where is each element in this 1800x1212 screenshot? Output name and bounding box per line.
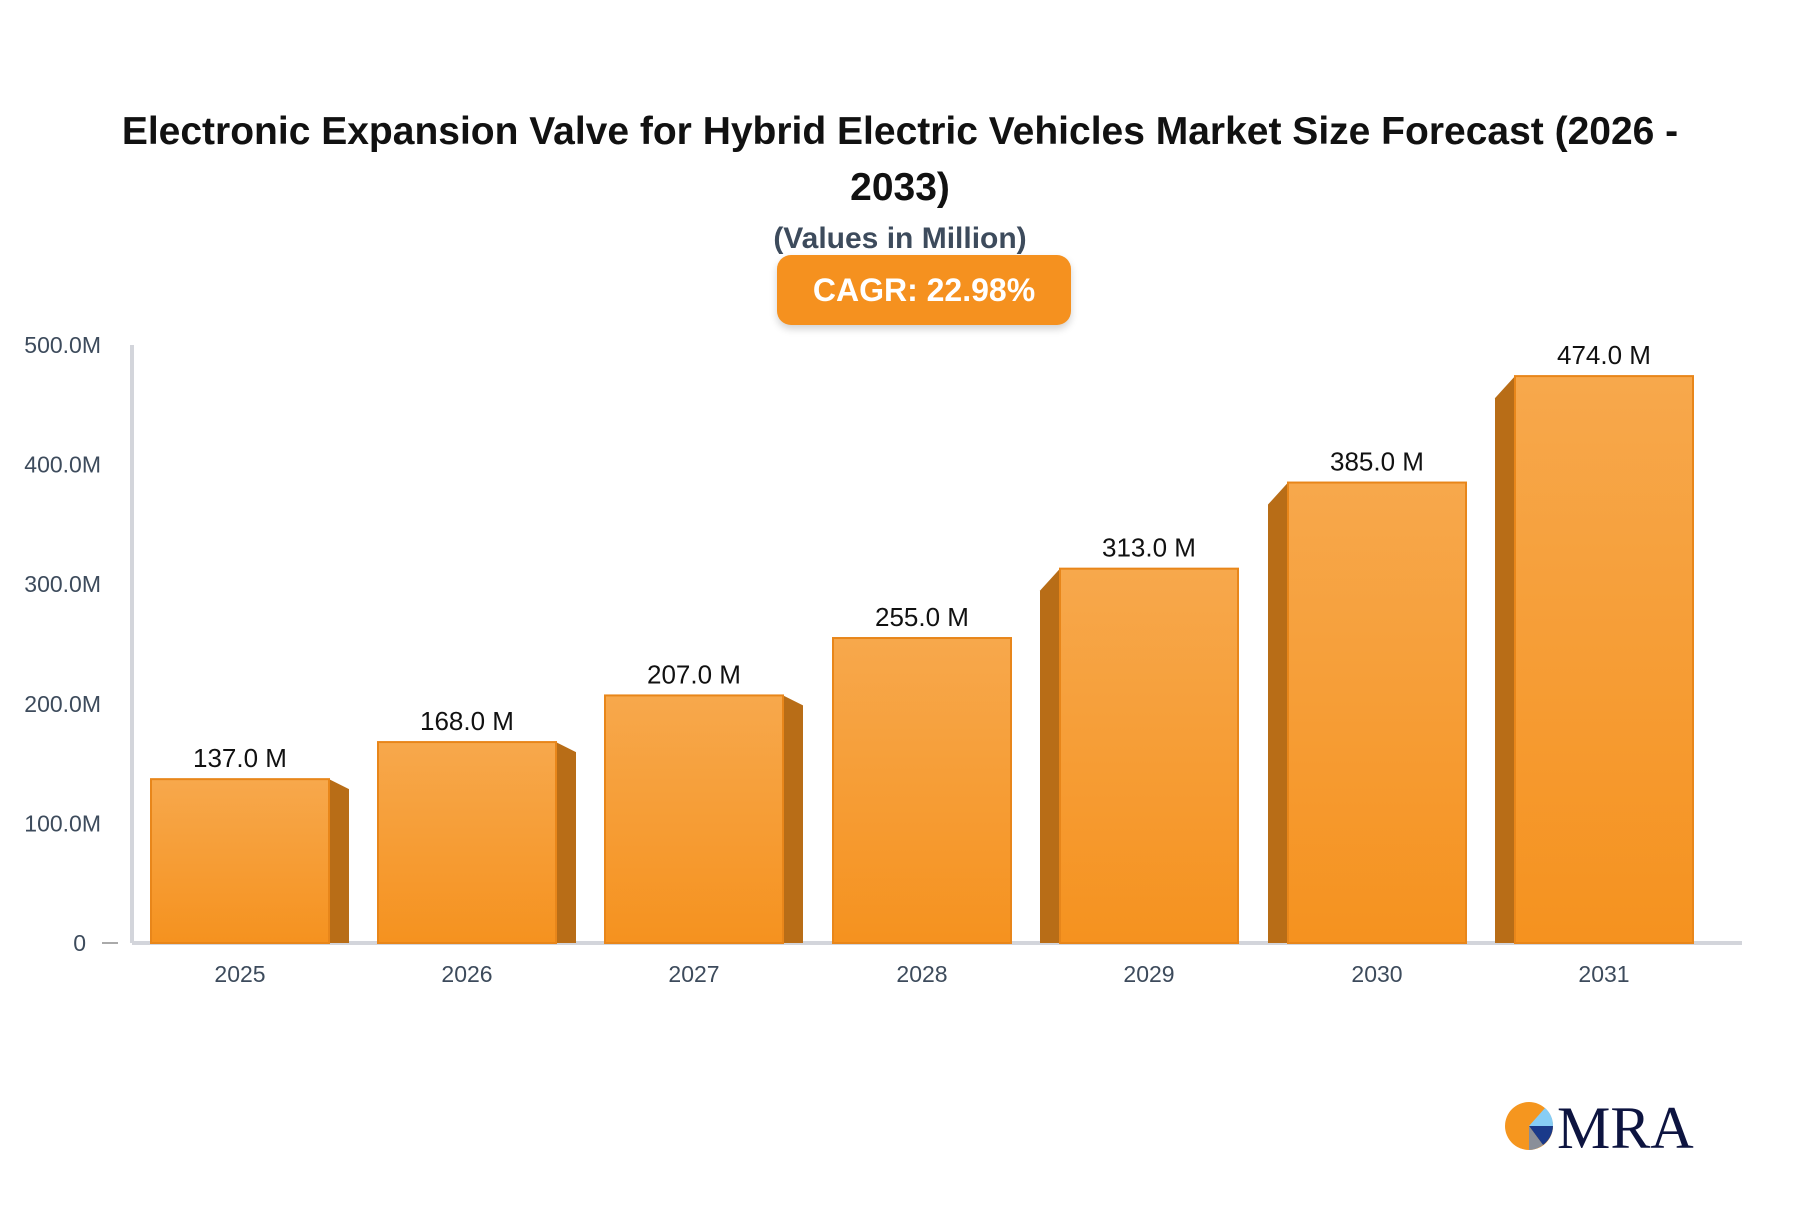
bar-2027 — [604, 694, 784, 944]
chart-title: Electronic Expansion Valve for Hybrid El… — [121, 110, 1679, 209]
data-label: 137.0 M — [193, 743, 287, 773]
cagr-badge: CAGR: 22.98% — [777, 255, 1071, 325]
svg-text:MRA: MRA — [1557, 1098, 1694, 1152]
data-label: 168.0 M — [420, 706, 514, 736]
bar-side — [1495, 376, 1515, 943]
bar-2028 — [832, 637, 1012, 945]
data-label: 313.0 M — [1102, 533, 1196, 563]
y-tick-label: 400.0M — [24, 452, 101, 478]
x-tick-label: 2031 — [1578, 961, 1629, 987]
bar-2030 — [1287, 481, 1467, 944]
x-tick-label: 2027 — [668, 961, 719, 987]
data-label: 207.0 M — [647, 659, 741, 689]
y-tick-label: 100.0M — [24, 810, 101, 836]
bar-side — [329, 779, 349, 943]
bar-2031 — [1514, 375, 1694, 944]
bar-2029 — [1059, 567, 1239, 944]
x-tick-label: 2025 — [214, 961, 265, 987]
bar-2025 — [150, 778, 330, 945]
y-tick-label: 200.0M — [24, 691, 101, 717]
y-tick-label: 500.0M — [24, 332, 101, 358]
x-tick-label: 2029 — [1123, 961, 1174, 987]
data-label: 474.0 M — [1557, 340, 1651, 370]
bar-side — [1268, 482, 1288, 943]
bar-side — [556, 742, 576, 943]
bar-side — [783, 695, 803, 943]
bar-side — [1040, 568, 1060, 943]
y-tick-label: 0 — [73, 930, 86, 956]
mra-logo: MRA — [1505, 1098, 1694, 1152]
x-tick-label: 2026 — [441, 961, 492, 987]
data-label: 385.0 M — [1330, 447, 1424, 477]
data-label: 255.0 M — [875, 602, 969, 632]
x-tick-label: 2030 — [1351, 961, 1402, 987]
chart-subtitle: (Values in Million) — [773, 222, 1027, 255]
x-tick-label: 2028 — [896, 961, 947, 987]
y-tick-label: 300.0M — [24, 571, 101, 597]
bar-2026 — [377, 741, 557, 945]
